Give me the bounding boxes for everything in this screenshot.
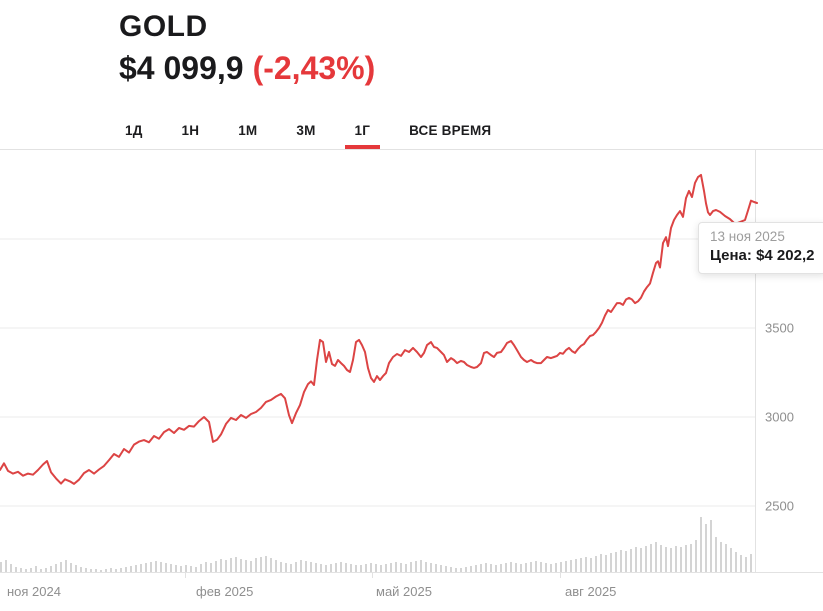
price-row: $4 099,9 (-2,43%): [119, 50, 375, 87]
x-axis-label: фев 2025: [196, 584, 253, 599]
volume-bars: [0, 517, 752, 572]
y-axis-label: 3500: [765, 321, 794, 336]
timeframe-tabs: 1Д 1Н 1М 3М 1Г ВСЕ ВРЕМЯ: [119, 107, 497, 149]
tooltip-date: 13 ноя 2025: [710, 229, 785, 244]
y-axis-label: 3000: [765, 410, 794, 425]
instrument-symbol: GOLD: [119, 10, 208, 43]
chart-tooltip: 13 ноя 2025 Цена: $4 202,2: [698, 222, 823, 275]
tab-1d[interactable]: 1Д: [119, 107, 149, 149]
quote-header: GOLD $4 099,9 (-2,43%) 1Д 1Н 1М 3М 1Г ВСЕ…: [0, 0, 823, 150]
tab-1w[interactable]: 1Н: [176, 107, 206, 149]
y-axis-label: 2500: [765, 499, 794, 514]
tab-1m[interactable]: 1М: [232, 107, 263, 149]
price-line-path: [0, 173, 758, 485]
tooltip-price-label: Цена:: [710, 247, 752, 265]
current-price: $4 099,9: [119, 50, 244, 86]
tab-3m[interactable]: 3М: [290, 107, 321, 149]
tooltip-price: Цена: $4 202,2: [710, 246, 814, 266]
tab-1y[interactable]: 1Г: [344, 107, 380, 149]
x-axis-label: ноя 2024: [7, 584, 61, 599]
chart-svg: 3500 3000 2500 ноя 2024 фев 2025 май 2025 авг …: [0, 150, 823, 599]
x-axis-label: авг 2025: [565, 584, 616, 599]
price-chart[interactable]: 3500 3000 2500 ноя 2024 фев 2025 май 2025 авг …: [0, 150, 823, 611]
price-change-percent: (-2,43%): [252, 50, 376, 86]
x-axis-label: май 2025: [376, 584, 432, 599]
tooltip-price-value: $4 202,2: [756, 247, 815, 265]
tab-all-time[interactable]: ВСЕ ВРЕМЯ: [403, 107, 497, 149]
